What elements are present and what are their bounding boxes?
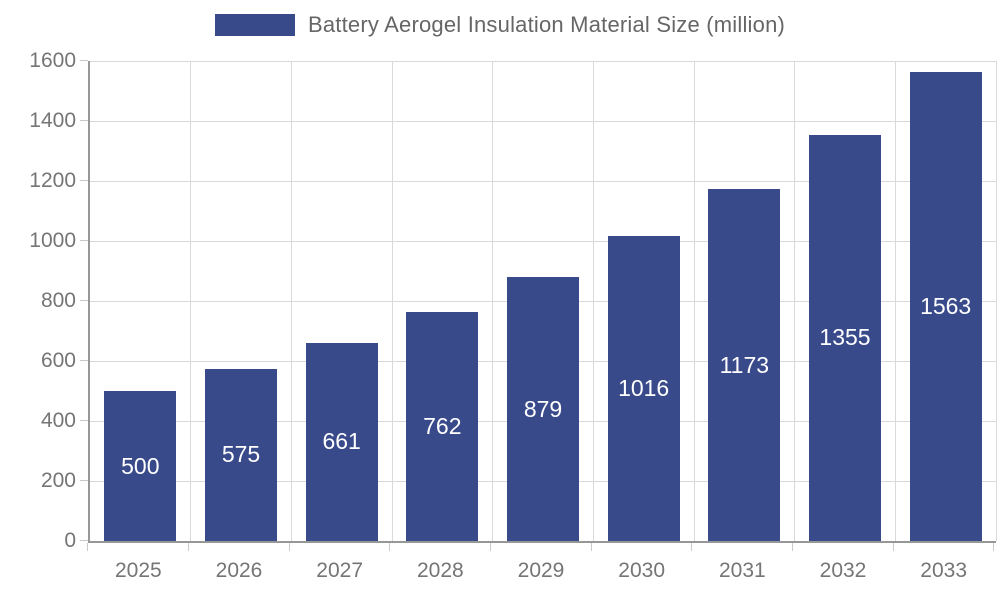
y-axis-tick bbox=[80, 120, 88, 122]
bar-2031: 1173 bbox=[708, 189, 781, 541]
y-axis-label: 600 bbox=[40, 349, 76, 372]
gridline-horizontal bbox=[90, 120, 996, 122]
bar-value-label: 1016 bbox=[618, 375, 670, 402]
x-axis-label: 2032 bbox=[819, 559, 867, 582]
x-axis-tick bbox=[489, 543, 491, 551]
gridline-horizontal bbox=[90, 60, 996, 62]
x-axis-label: 2033 bbox=[920, 559, 968, 582]
gridline-vertical bbox=[995, 61, 997, 541]
x-axis-tick bbox=[993, 543, 995, 551]
gridline-vertical bbox=[693, 61, 695, 541]
x-axis-tick bbox=[791, 543, 793, 551]
plot-area: 500 575 661 762 879 1016 1173 1355 1563 bbox=[88, 60, 997, 543]
y-axis-tick bbox=[80, 180, 88, 182]
y-axis-tick bbox=[80, 300, 88, 302]
x-axis-tick bbox=[187, 543, 189, 551]
y-axis-tick bbox=[80, 360, 88, 362]
gridline-vertical bbox=[794, 61, 796, 541]
gridline-vertical bbox=[391, 61, 393, 541]
x-axis-tick bbox=[892, 543, 894, 551]
x-axis-tick bbox=[87, 543, 89, 551]
x-axis-label: 2025 bbox=[114, 559, 162, 582]
bar-2027: 661 bbox=[305, 342, 378, 541]
bar-2026: 575 bbox=[205, 368, 277, 541]
bar-2029: 879 bbox=[507, 277, 579, 541]
bar-value-label: 879 bbox=[523, 395, 563, 422]
y-axis-tick bbox=[80, 420, 88, 422]
bar-2033: 1563 bbox=[909, 72, 982, 541]
x-axis-tick bbox=[389, 543, 391, 551]
y-axis-label: 1400 bbox=[29, 109, 76, 132]
x-axis-label: 2030 bbox=[618, 559, 666, 582]
bar-value-label: 1563 bbox=[920, 293, 972, 320]
y-axis-label: 400 bbox=[40, 409, 76, 432]
y-axis-label: 1600 bbox=[29, 49, 76, 72]
gridline-horizontal bbox=[90, 180, 996, 182]
y-axis-label: 1200 bbox=[29, 169, 76, 192]
gridline-vertical bbox=[492, 61, 494, 541]
y-axis-label: 800 bbox=[40, 289, 76, 312]
y-axis-label: 0 bbox=[64, 529, 76, 552]
bar-value-label: 575 bbox=[221, 441, 261, 468]
bar-value-label: 500 bbox=[121, 452, 160, 479]
bar-value-label: 1173 bbox=[719, 351, 770, 378]
x-axis-tick bbox=[590, 543, 592, 551]
x-axis-label: 2028 bbox=[416, 559, 464, 582]
bar-2028: 762 bbox=[406, 312, 479, 541]
y-axis-tick bbox=[80, 540, 88, 542]
y-axis-tick bbox=[80, 60, 88, 62]
gridline-vertical bbox=[894, 61, 896, 541]
bar-2032: 1355 bbox=[809, 134, 881, 541]
gridline-vertical bbox=[190, 61, 192, 541]
gridline-horizontal bbox=[90, 240, 996, 242]
legend-label: Battery Aerogel Insulation Material Size… bbox=[307, 12, 786, 37]
bar-value-label: 762 bbox=[423, 413, 462, 440]
x-axis-label: 2031 bbox=[718, 559, 766, 582]
y-axis-tick bbox=[80, 480, 88, 482]
x-axis-tick bbox=[288, 543, 290, 551]
x-axis-label: 2029 bbox=[517, 559, 565, 582]
legend: Battery Aerogel Insulation Material Size… bbox=[0, 12, 1000, 38]
bar-2030: 1016 bbox=[607, 236, 680, 541]
bar-value-label: 1355 bbox=[819, 324, 871, 351]
x-axis-tick bbox=[691, 543, 693, 551]
y-axis-label: 1000 bbox=[29, 229, 76, 252]
gridline-vertical bbox=[592, 61, 594, 541]
y-axis-label: 200 bbox=[40, 469, 76, 492]
x-axis-label: 2027 bbox=[316, 559, 364, 582]
bar-value-label: 661 bbox=[322, 428, 361, 455]
y-axis-tick bbox=[80, 240, 88, 242]
gridline-vertical bbox=[290, 61, 292, 541]
x-axis-label: 2026 bbox=[215, 559, 263, 582]
legend-swatch bbox=[214, 14, 295, 36]
bar-2025: 500 bbox=[104, 391, 177, 541]
